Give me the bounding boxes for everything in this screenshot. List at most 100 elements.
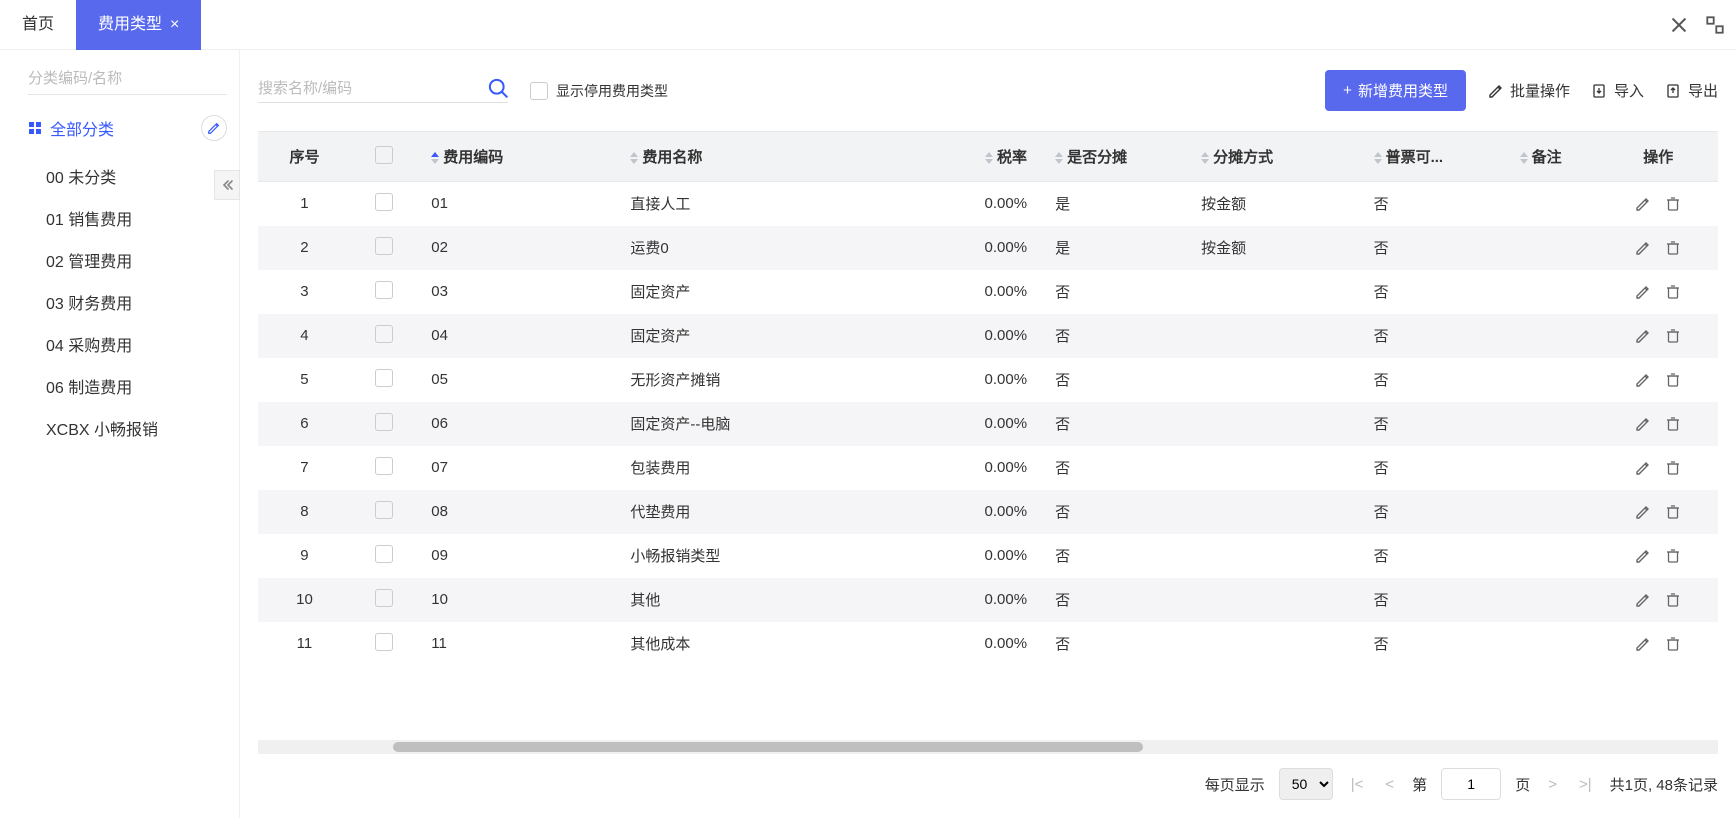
cell-rate: 0.00% [908,358,1041,402]
cell-ftm [1187,402,1360,446]
add-cost-type-button[interactable]: + 新增费用类型 [1325,70,1466,111]
cell-ft: 是 [1041,182,1187,226]
main-search-input[interactable] [258,80,488,97]
th-bz[interactable]: 备注 [1506,132,1599,182]
cell-checkbox[interactable] [351,490,417,534]
prev-page-button[interactable]: < [1381,776,1398,793]
last-page-button[interactable]: >| [1575,776,1596,793]
cell-checkbox[interactable] [351,622,417,666]
cell-ftm [1187,270,1360,314]
trash-icon[interactable] [1665,240,1681,256]
edit-icon[interactable] [1635,196,1651,212]
trash-icon[interactable] [1665,284,1681,300]
cell-ops [1599,534,1719,578]
horizontal-scrollbar[interactable] [258,740,1718,754]
th-checkbox[interactable] [351,132,417,182]
sidebar-item[interactable]: 04 采购费用 [46,323,227,365]
trash-icon[interactable] [1665,592,1681,608]
th-name[interactable]: 费用名称 [616,132,908,182]
import-icon [1592,83,1608,99]
cell-name: 小畅报销类型 [616,534,908,578]
th-rate[interactable]: 税率 [908,132,1041,182]
edit-icon[interactable] [1635,416,1651,432]
cell-index: 7 [258,446,351,490]
cell-checkbox[interactable] [351,402,417,446]
cell-checkbox[interactable] [351,534,417,578]
edit-icon[interactable] [1635,284,1651,300]
trash-icon[interactable] [1665,196,1681,212]
trash-icon[interactable] [1665,372,1681,388]
cell-rate: 0.00% [908,314,1041,358]
tab-cost-type[interactable]: 费用类型 × [76,0,201,50]
sidebar-item[interactable]: XCBX 小畅报销 [46,407,227,449]
next-page-button[interactable]: > [1544,776,1561,793]
first-page-button[interactable]: |< [1347,776,1368,793]
cell-checkbox[interactable] [351,578,417,622]
sidebar-item[interactable]: 06 制造费用 [46,365,227,407]
th-pp[interactable]: 普票可... [1360,132,1506,182]
edit-icon[interactable] [1635,240,1651,256]
collapse-sidebar-button[interactable] [214,170,240,200]
trash-icon[interactable] [1665,504,1681,520]
cell-name: 其他成本 [616,622,908,666]
close-icon[interactable] [1670,16,1688,34]
show-disabled-label: 显示停用费用类型 [556,81,668,101]
table-row: 909小畅报销类型0.00%否否 [258,534,1718,578]
edit-icon[interactable] [1635,328,1651,344]
cell-code: 10 [417,578,616,622]
cell-index: 9 [258,534,351,578]
show-disabled-checkbox[interactable]: 显示停用费用类型 [530,81,668,101]
content: 显示停用费用类型 + 新增费用类型 批量操作 导入 导出 [240,50,1736,818]
table-row: 1010其他0.00%否否 [258,578,1718,622]
sidebar-root[interactable]: 全部分类 [28,115,227,141]
trash-icon[interactable] [1665,328,1681,344]
tabs-bar: 首页 费用类型 × [0,0,1736,50]
page-suffix: 页 [1515,774,1530,795]
th-ftm[interactable]: 分摊方式 [1187,132,1360,182]
scrollbar-thumb[interactable] [393,742,1143,752]
th-ft[interactable]: 是否分摊 [1041,132,1187,182]
cell-checkbox[interactable] [351,358,417,402]
cell-checkbox[interactable] [351,270,417,314]
trash-icon[interactable] [1665,416,1681,432]
per-page-select[interactable]: 50 [1279,768,1333,800]
edit-icon[interactable] [1635,592,1651,608]
expand-icon[interactable] [1706,16,1724,34]
trash-icon[interactable] [1665,460,1681,476]
cell-bz [1506,622,1599,666]
batch-ops-button[interactable]: 批量操作 [1488,80,1570,101]
page-input[interactable] [1441,768,1501,800]
sidebar-item[interactable]: 02 管理费用 [46,239,227,281]
th-code[interactable]: 费用编码 [417,132,616,182]
cell-bz [1506,270,1599,314]
cell-pp: 否 [1360,534,1506,578]
cell-checkbox[interactable] [351,446,417,490]
edit-icon[interactable] [1635,372,1651,388]
edit-icon[interactable] [1635,504,1651,520]
sidebar-search-input[interactable] [28,70,227,87]
edit-icon[interactable] [1635,548,1651,564]
tab-label: 费用类型 [98,0,162,50]
import-button[interactable]: 导入 [1592,80,1644,101]
search-icon[interactable] [488,78,508,98]
edit-category-button[interactable] [201,115,227,141]
edit-icon[interactable] [1635,636,1651,652]
sidebar-item[interactable]: 01 销售费用 [46,197,227,239]
tab-home[interactable]: 首页 [0,0,76,50]
cell-checkbox[interactable] [351,314,417,358]
cell-rate: 0.00% [908,446,1041,490]
sidebar-item[interactable]: 00 未分类 [46,155,227,197]
cell-ftm [1187,578,1360,622]
cell-checkbox[interactable] [351,226,417,270]
cell-bz [1506,578,1599,622]
trash-icon[interactable] [1665,548,1681,564]
th-index[interactable]: 序号 [258,132,351,182]
cell-checkbox[interactable] [351,182,417,226]
cell-index: 6 [258,402,351,446]
cell-pp: 否 [1360,226,1506,270]
trash-icon[interactable] [1665,636,1681,652]
edit-icon[interactable] [1635,460,1651,476]
sidebar-item[interactable]: 03 财务费用 [46,281,227,323]
close-icon[interactable]: × [170,0,179,50]
export-button[interactable]: 导出 [1666,80,1718,101]
